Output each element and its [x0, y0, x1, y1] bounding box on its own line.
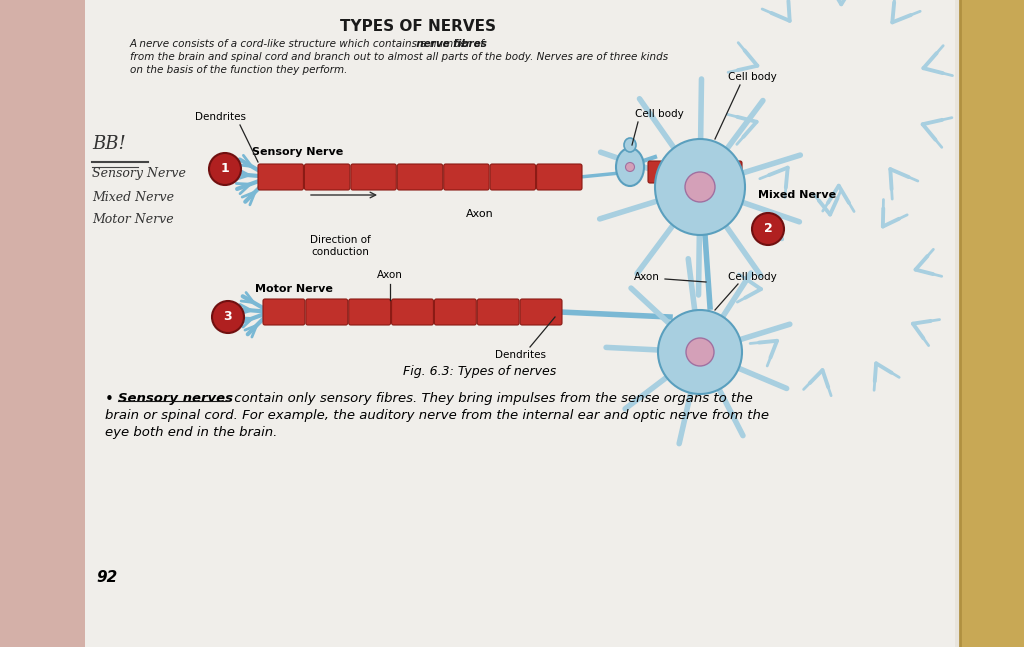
Text: contain only sensory fibres. They bring impulses from the sense organs to the: contain only sensory fibres. They bring … [230, 392, 753, 405]
Text: from the brain and spinal cord and branch out to almost all parts of the body. N: from the brain and spinal cord and branc… [130, 52, 668, 62]
Text: Fig. 6.3: Types of nerves: Fig. 6.3: Types of nerves [403, 365, 557, 378]
Text: Cell body: Cell body [728, 272, 777, 282]
Text: nerve fibres: nerve fibres [130, 39, 486, 49]
Text: Axon: Axon [466, 209, 494, 219]
Circle shape [752, 213, 784, 245]
Ellipse shape [658, 310, 742, 394]
Text: 1: 1 [220, 162, 229, 175]
Text: Mixed Nerve: Mixed Nerve [92, 191, 174, 204]
FancyBboxPatch shape [258, 164, 303, 190]
Circle shape [209, 153, 241, 185]
Text: Mixed Nerve: Mixed Nerve [758, 190, 837, 200]
FancyBboxPatch shape [695, 161, 742, 183]
Text: eye both end in the brain.: eye both end in the brain. [105, 426, 278, 439]
Ellipse shape [626, 162, 635, 171]
Text: Dendrites: Dendrites [195, 112, 246, 122]
Text: 92: 92 [96, 570, 118, 585]
Bar [0, 0, 85, 647]
FancyBboxPatch shape [648, 161, 694, 183]
Text: Sensory Nerve: Sensory Nerve [252, 147, 343, 157]
Text: BB!: BB! [92, 135, 126, 153]
FancyBboxPatch shape [391, 299, 433, 325]
Text: Dendrites: Dendrites [495, 350, 546, 360]
Bar [85, 0, 955, 647]
FancyBboxPatch shape [443, 164, 489, 190]
Text: on the basis of the function they perform.: on the basis of the function they perfor… [130, 65, 347, 75]
Text: TYPES OF NERVES: TYPES OF NERVES [340, 19, 496, 34]
Text: Axon: Axon [377, 270, 402, 280]
Text: Sensory nerves: Sensory nerves [118, 392, 233, 405]
Text: Motor Nerve: Motor Nerve [255, 284, 333, 294]
Text: 2: 2 [764, 223, 772, 236]
Text: •: • [105, 392, 114, 407]
FancyBboxPatch shape [537, 164, 582, 190]
Text: brain or spinal cord. For example, the auditory nerve from the internal ear and : brain or spinal cord. For example, the a… [105, 409, 769, 422]
FancyBboxPatch shape [477, 299, 519, 325]
FancyBboxPatch shape [490, 164, 536, 190]
Text: Direction of
conduction: Direction of conduction [310, 235, 371, 257]
Bar [961, 0, 1024, 647]
Text: Motor Nerve: Motor Nerve [92, 213, 174, 226]
FancyBboxPatch shape [304, 164, 350, 190]
Ellipse shape [616, 148, 644, 186]
Text: Cell body: Cell body [635, 109, 684, 119]
Ellipse shape [655, 139, 745, 235]
Text: A nerve consists of a cord-like structure which contains a number of: A nerve consists of a cord-like structur… [130, 39, 488, 49]
FancyBboxPatch shape [263, 299, 305, 325]
FancyBboxPatch shape [351, 164, 396, 190]
Ellipse shape [686, 338, 714, 366]
FancyBboxPatch shape [349, 299, 390, 325]
Text: Axon: Axon [634, 272, 660, 282]
FancyBboxPatch shape [397, 164, 442, 190]
Text: Sensory Nerve: Sensory Nerve [92, 167, 186, 180]
FancyBboxPatch shape [520, 299, 562, 325]
Ellipse shape [685, 172, 715, 202]
FancyBboxPatch shape [306, 299, 348, 325]
Circle shape [212, 301, 244, 333]
Text: Cell body: Cell body [728, 72, 777, 82]
Text: 3: 3 [223, 311, 232, 324]
FancyBboxPatch shape [434, 299, 476, 325]
Ellipse shape [624, 138, 636, 152]
